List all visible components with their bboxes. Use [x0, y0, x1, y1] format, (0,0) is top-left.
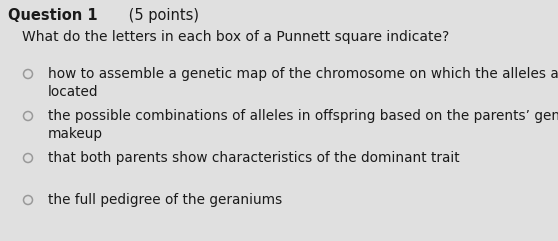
Text: the full pedigree of the geraniums: the full pedigree of the geraniums	[48, 193, 282, 207]
Text: how to assemble a genetic map of the chromosome on which the alleles are
located: how to assemble a genetic map of the chr…	[48, 67, 558, 99]
Text: What do the letters in each box of a Punnett square indicate?: What do the letters in each box of a Pun…	[22, 30, 449, 44]
Text: (5 points): (5 points)	[124, 8, 199, 23]
Text: Question 1: Question 1	[8, 8, 98, 23]
Text: that both parents show characteristics of the dominant trait: that both parents show characteristics o…	[48, 151, 460, 165]
Text: the possible combinations of alleles in offspring based on the parents’ genetic
: the possible combinations of alleles in …	[48, 109, 558, 141]
